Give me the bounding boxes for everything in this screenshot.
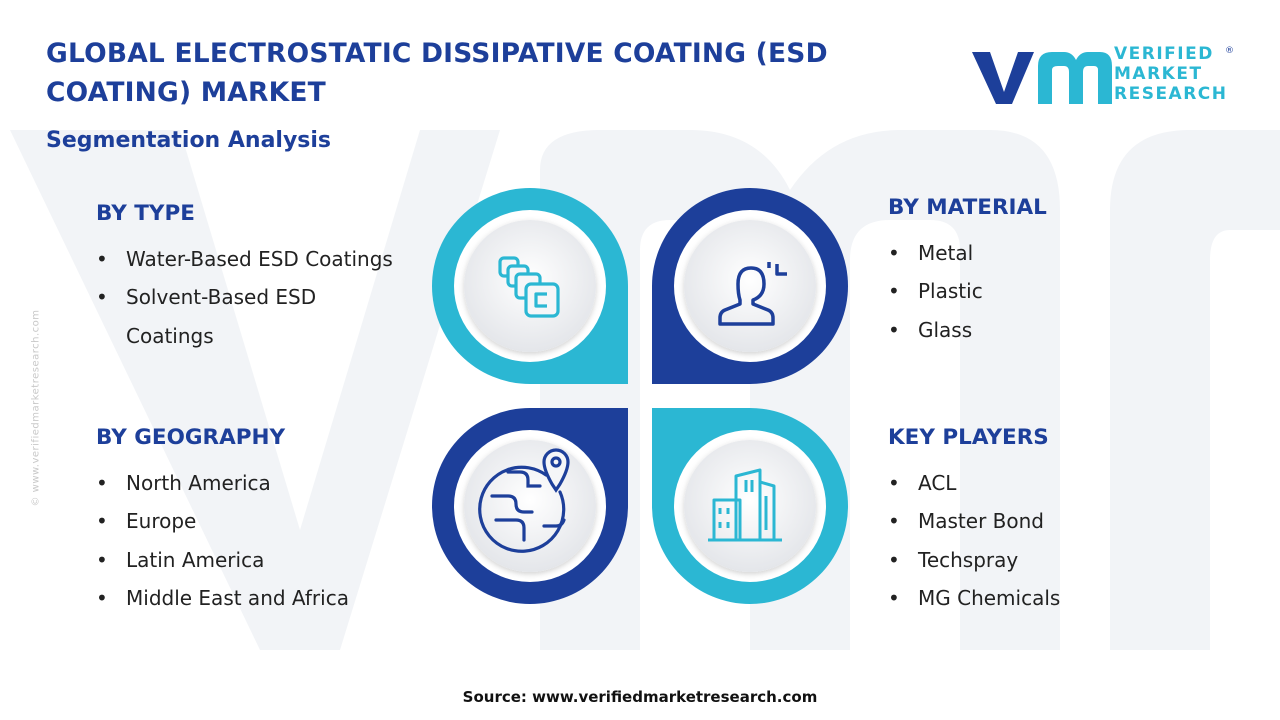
list-item: Plastic xyxy=(888,272,1188,311)
list-item: Solvent-Based ESD Coatings xyxy=(96,278,396,355)
list-item: North America xyxy=(96,464,416,503)
petal-players xyxy=(652,408,848,604)
segment-heading-geography: BY GEOGRAPHY xyxy=(96,425,286,450)
page-title: GLOBAL ELECTROSTATIC DISSIPATIVE COATING… xyxy=(46,38,828,108)
segment-by-geography: BY GEOGRAPHY North America Europe Latin … xyxy=(96,424,416,618)
segment-by-type: BY TYPE Water-Based ESD Coatings Solvent… xyxy=(96,200,396,355)
source-footer: Source: www.verifiedmarketresearch.com xyxy=(462,688,818,706)
segment-list-players: ACL Master Bond Techspray MG Chemicals xyxy=(888,464,1188,618)
coating-layers-icon xyxy=(498,256,560,318)
list-item: Water-Based ESD Coatings xyxy=(96,240,396,279)
list-item: Latin America xyxy=(96,541,416,580)
list-item: ACL xyxy=(888,464,1188,503)
list-item: Glass xyxy=(888,311,1188,350)
segment-heading-type: BY TYPE xyxy=(96,201,195,226)
person-focus-icon xyxy=(718,262,787,326)
segment-list-material: Metal Plastic Glass xyxy=(888,234,1188,350)
segment-list-geography: North America Europe Latin America Middl… xyxy=(96,464,416,618)
segment-by-material: BY MATERIAL Metal Plastic Glass xyxy=(888,194,1188,350)
vmr-logo-icon xyxy=(972,52,1112,104)
globe-location-icon xyxy=(478,448,570,553)
petal-material xyxy=(652,188,848,384)
segment-key-players: KEY PLAYERS ACL Master Bond Techspray MG… xyxy=(888,424,1188,618)
segment-heading-players: KEY PLAYERS xyxy=(888,425,1049,450)
petal-geography xyxy=(432,408,628,604)
list-item: Middle East and Africa xyxy=(96,579,416,618)
list-item: MG Chemicals xyxy=(888,579,1188,618)
city-buildings-icon xyxy=(708,468,782,542)
logo-line-verified: VERIFIED xyxy=(1114,44,1214,64)
list-item: Master Bond xyxy=(888,502,1188,541)
logo-line-market: MARKET xyxy=(1114,64,1203,84)
segment-heading-material: BY MATERIAL xyxy=(888,195,1047,220)
segmentation-diagram xyxy=(432,188,848,604)
registered-mark: ® xyxy=(1225,46,1234,56)
logo-line-research: RESEARCH xyxy=(1114,84,1228,104)
list-item: Europe xyxy=(96,502,416,541)
list-item: Metal xyxy=(888,234,1188,273)
page-subtitle: Segmentation Analysis xyxy=(46,128,332,153)
list-item: Techspray xyxy=(888,541,1188,580)
logo-wordmark: VERIFIED MARKET RESEARCH ® xyxy=(1114,44,1234,104)
copyright-watermark-text: © www.verifiedmarketresearch.com xyxy=(30,309,42,507)
segment-list-type: Water-Based ESD Coatings Solvent-Based E… xyxy=(96,240,396,355)
